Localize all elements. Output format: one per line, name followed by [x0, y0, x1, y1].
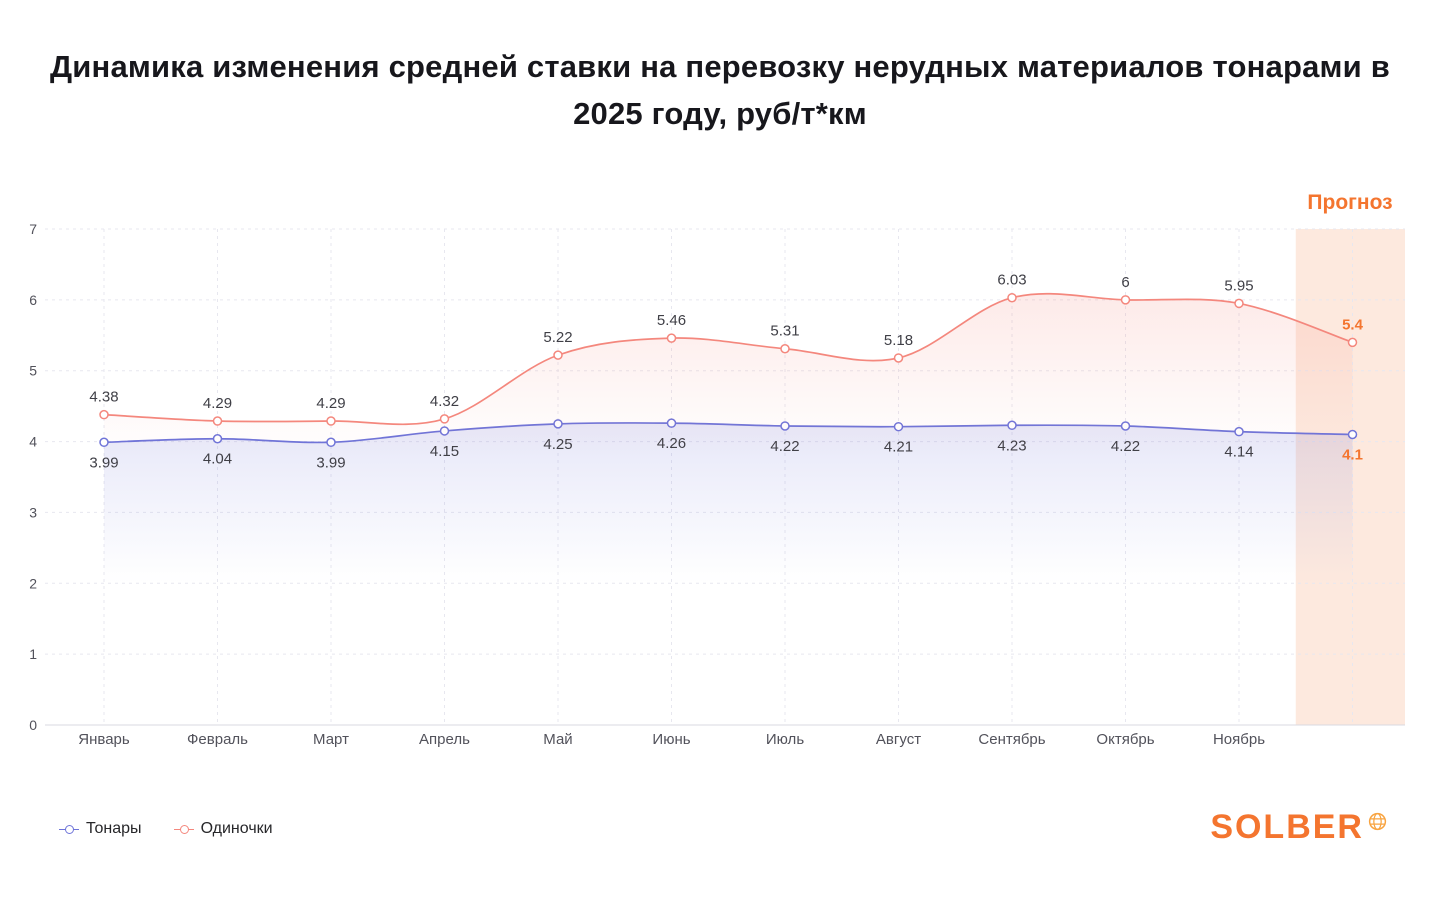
data-label: 5.18	[884, 332, 913, 349]
data-point	[1347, 337, 1358, 348]
data-point	[1234, 298, 1244, 309]
logo-text: SOLBER	[1210, 808, 1364, 846]
data-point	[893, 353, 904, 363]
data-label: 5.22	[543, 329, 572, 346]
x-tick-label: Март	[313, 731, 349, 748]
legend-label-odinochki: Одиночки	[200, 820, 273, 837]
series-area-1	[104, 293, 1353, 725]
chart-area: 0 1 2 3 4 5 6 7 Январь Февраль Март Апрель Май Июнь Ию…	[0, 192, 1440, 762]
data-point	[553, 350, 563, 360]
data-point	[326, 416, 336, 426]
data-label: 6	[1121, 274, 1129, 291]
data-label: 5.31	[770, 323, 799, 340]
chart-title: Динамика изменения средней ставки на пер…	[50, 49, 1390, 131]
x-tick-label: Октябрь	[1096, 731, 1154, 748]
x-tick-label: Апрель	[419, 731, 470, 748]
solber-logo: SOLBER	[1210, 810, 1388, 844]
y-tick-label: 6	[29, 292, 37, 308]
data-point	[99, 409, 109, 420]
x-tick-label: Май	[543, 731, 572, 748]
data-label: 4.38	[89, 389, 118, 406]
legend-item-odinochki[interactable]: Одиночки	[173, 820, 273, 838]
x-tick-label: Август	[876, 731, 921, 748]
chart-legend: Тонары Одиночки	[59, 820, 273, 838]
legend-item-tonary[interactable]: Тонары	[59, 820, 142, 838]
data-label: 4.29	[316, 395, 345, 412]
data-label: 6.03	[997, 272, 1026, 289]
forecast-label: Прогноз	[1307, 191, 1393, 214]
data-label: 5.95	[1224, 277, 1253, 294]
data-label: 5.46	[657, 312, 686, 329]
data-point	[212, 416, 223, 426]
y-tick-label: 0	[29, 717, 37, 733]
data-point	[1007, 292, 1017, 303]
y-tick-label: 5	[29, 363, 37, 379]
data-point	[439, 414, 450, 424]
data-label: 4.29	[203, 395, 232, 412]
x-tick-label: Ноябрь	[1213, 731, 1265, 748]
data-point	[780, 343, 790, 354]
y-tick-label: 2	[29, 575, 37, 591]
globe-icon	[1368, 812, 1387, 831]
legend-marker-tonary-icon	[59, 824, 79, 834]
x-tick-label: Июль	[766, 731, 804, 748]
series-line-1	[103, 292, 1353, 426]
y-tick-label: 7	[29, 221, 37, 237]
data-point	[666, 333, 677, 343]
y-tick-label: 4	[29, 434, 37, 450]
data-point	[1120, 295, 1131, 305]
x-tick-label: Январь	[78, 731, 130, 748]
x-tick-label: Февраль	[187, 731, 248, 748]
data-label: 5.4	[1342, 316, 1364, 333]
legend-marker-odinochki-icon	[173, 824, 194, 834]
y-tick-label: 3	[29, 504, 37, 520]
legend-label-tonary: Тонары	[86, 820, 142, 837]
data-label: 4.32	[430, 393, 459, 410]
x-tick-label: Июнь	[652, 731, 690, 748]
x-tick-label: Сентябрь	[978, 731, 1045, 748]
y-tick-label: 1	[29, 646, 37, 662]
line-chart-svg: 0 1 2 3 4 5 6 7 Январь Февраль Март Апрель Май Июнь Ию…	[29, 221, 1405, 748]
